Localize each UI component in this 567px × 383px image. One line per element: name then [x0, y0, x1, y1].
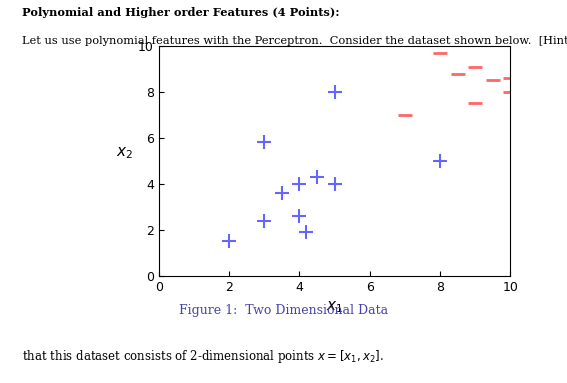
Text: that this dataset consists of 2-dimensional points $x = [x_1, x_2]$.: that this dataset consists of 2-dimensio…	[22, 348, 384, 365]
Text: Figure 1:  Two Dimensional Data: Figure 1: Two Dimensional Data	[179, 304, 388, 317]
Y-axis label: $x_2$: $x_2$	[116, 145, 133, 161]
Text: Let us use polynomial features with the Perceptron.  Consider the dataset shown : Let us use polynomial features with the …	[22, 36, 567, 46]
Text: Polynomial and Higher order Features (4 Points):: Polynomial and Higher order Features (4 …	[22, 7, 340, 18]
X-axis label: $x_1$: $x_1$	[326, 299, 343, 315]
